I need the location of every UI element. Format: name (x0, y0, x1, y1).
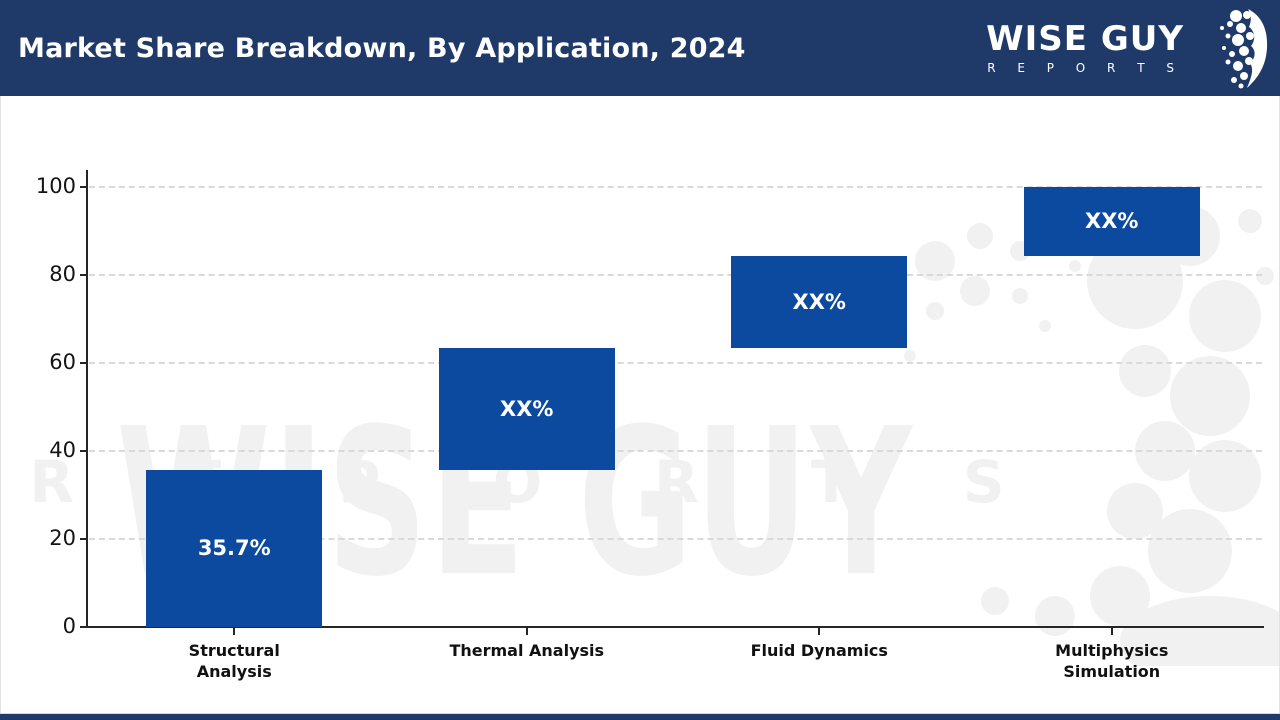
logo-face-icon (1220, 9, 1268, 89)
y-axis-tick-label: 80 (49, 262, 76, 286)
x-axis-tick (818, 628, 821, 635)
y-axis-line (86, 170, 88, 628)
x-axis-tick (1110, 628, 1113, 635)
x-axis-category-label: Multiphysics Simulation (1055, 641, 1169, 681)
y-axis-tick-label: 100 (35, 174, 76, 198)
brand-logo: WISE GUY R E P O R T S (986, 8, 1270, 89)
bar-value-label: 35.7% (197, 536, 271, 561)
bar-segment: XX% (438, 348, 615, 470)
brand-name: WISE GUY (986, 19, 1184, 59)
footer-divider (0, 713, 1280, 714)
gridline (89, 274, 1262, 276)
x-axis-line (86, 626, 1264, 628)
brand-subtitle: R E P O R T S (987, 61, 1183, 75)
y-axis-tick (80, 186, 87, 188)
y-axis-tick (80, 274, 87, 276)
bar-value-label: XX% (500, 397, 554, 422)
x-axis-category-label: Structural Analysis (188, 641, 280, 681)
y-axis-tick-label: 60 (49, 350, 76, 374)
brand-logo-text: WISE GUY R E P O R T S (986, 22, 1184, 74)
gridline (89, 450, 1262, 452)
bar-segment: 35.7% (146, 469, 323, 627)
bar-segment: XX% (731, 256, 908, 349)
gridline (89, 362, 1262, 364)
gridline (89, 186, 1262, 188)
bar-value-label: XX% (1085, 209, 1139, 234)
bar-segment: XX% (1023, 187, 1200, 256)
y-axis-tick-label: 0 (62, 614, 76, 638)
y-axis-tick-label: 20 (49, 526, 76, 550)
y-axis-tick (80, 450, 87, 452)
footer-bar (0, 714, 1280, 720)
x-axis-tick (525, 628, 528, 635)
x-axis-category-label: Thermal Analysis (449, 641, 605, 660)
y-axis-tick (80, 626, 87, 628)
left-border (0, 96, 1, 714)
chart-plot-area: WISE GUY R E P O R T S 0 20 40 60 80 100 35.7%… (0, 96, 1280, 715)
y-axis-tick-label: 40 (49, 438, 76, 462)
x-axis-tick (233, 628, 236, 635)
x-axis-category-label: Fluid Dynamics (750, 641, 888, 660)
header-bar: Market Share Breakdown, By Application, … (0, 0, 1280, 96)
y-axis-tick (80, 362, 87, 364)
y-axis-tick (80, 538, 87, 540)
gridline (89, 538, 1262, 540)
page-title: Market Share Breakdown, By Application, … (18, 32, 746, 64)
bar-value-label: XX% (792, 290, 846, 315)
